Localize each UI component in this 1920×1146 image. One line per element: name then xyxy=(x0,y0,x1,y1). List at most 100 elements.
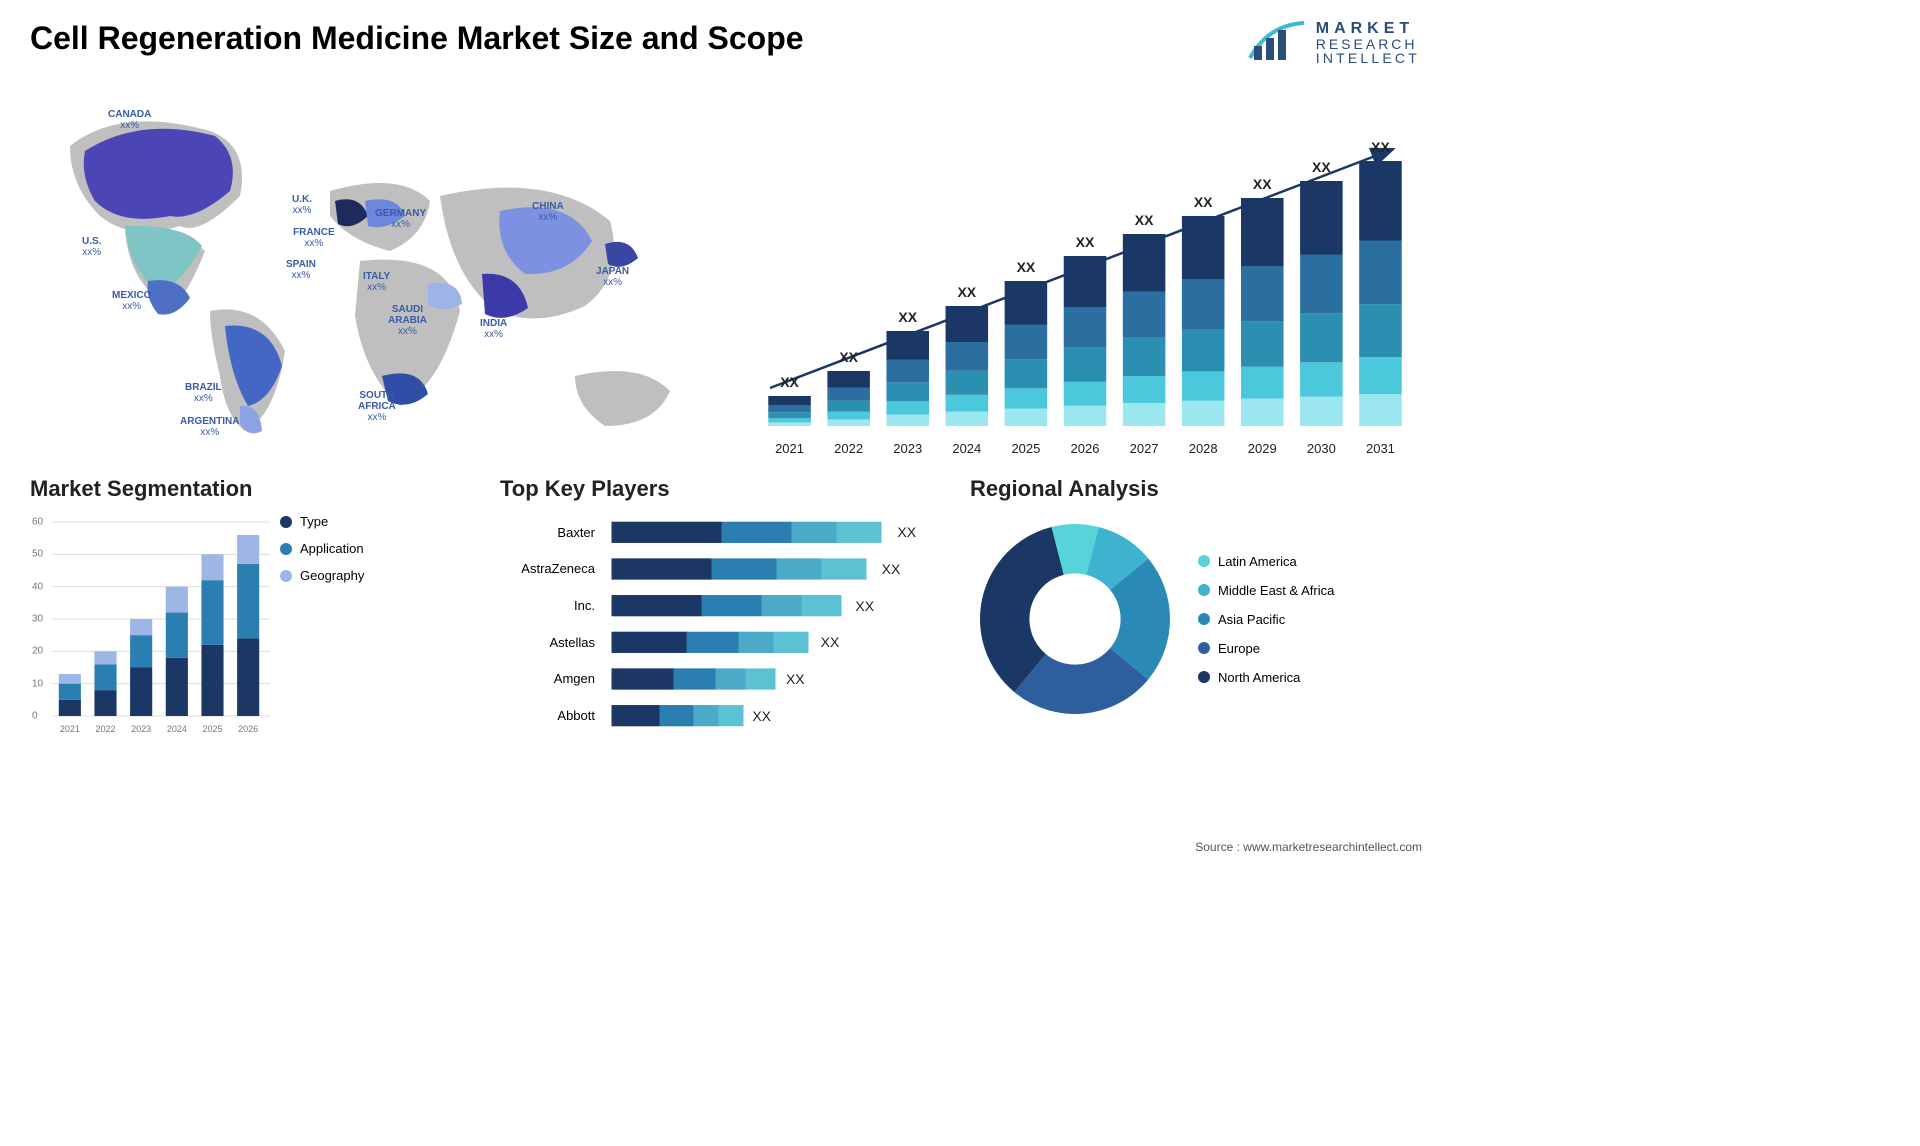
growth-year-2031: 2031 xyxy=(1366,441,1395,456)
segmentation-panel: Market Segmentation 0 10 20 30 40 50 60 2021 202… xyxy=(30,476,480,734)
legend-swatch xyxy=(1198,671,1210,683)
growth-value-2025: XX xyxy=(1017,259,1036,275)
growth-year-2028: 2028 xyxy=(1189,441,1218,456)
seg-year-2023: 2023 xyxy=(131,724,151,734)
legend-swatch xyxy=(1198,613,1210,625)
seg-ytick-50: 50 xyxy=(32,549,43,560)
growth-value-2029: XX xyxy=(1253,176,1272,192)
player-name-0: Baxter xyxy=(500,525,595,540)
map-label-italy: ITALYxx% xyxy=(363,271,390,293)
legend-label: Type xyxy=(300,514,328,529)
growth-chart: 2021XX2022XX2023XX2024XX2025XX2026XX2027… xyxy=(740,76,1420,456)
seg-legend-type: Type xyxy=(280,514,364,529)
player-value-2: XX xyxy=(855,598,874,614)
brand-logo: MARKET RESEARCH INTELLECT xyxy=(1248,20,1420,66)
player-name-2: Inc. xyxy=(500,598,595,613)
legend-swatch xyxy=(280,570,292,582)
legend-swatch xyxy=(280,543,292,555)
seg-year-2021: 2021 xyxy=(60,724,80,734)
growth-year-2021: 2021 xyxy=(775,441,804,456)
legend-swatch xyxy=(1198,584,1210,596)
regional-legend-asia-pacific: Asia Pacific xyxy=(1198,612,1334,627)
growth-value-2023: XX xyxy=(898,309,917,325)
players-panel: Top Key Players BaxterAstraZenecaInc.Ast… xyxy=(500,476,950,734)
player-name-4: Amgen xyxy=(500,671,595,686)
seg-legend-application: Application xyxy=(280,541,364,556)
seg-ytick-40: 40 xyxy=(32,581,43,592)
growth-year-2022: 2022 xyxy=(834,441,863,456)
regional-donut xyxy=(970,514,1180,724)
seg-legend-geography: Geography xyxy=(280,568,364,583)
segmentation-chart: 0 10 20 30 40 50 60 2021 2022 2023 2024 2025 2026 xyxy=(30,514,270,734)
growth-year-2024: 2024 xyxy=(952,441,981,456)
growth-year-2023: 2023 xyxy=(893,441,922,456)
regional-legend-middle-east---africa: Middle East & Africa xyxy=(1198,583,1334,598)
player-name-3: Astellas xyxy=(500,635,595,650)
map-label-mexico: MEXICOxx% xyxy=(112,290,151,312)
legend-label: North America xyxy=(1218,670,1300,685)
logo-line3: INTELLECT xyxy=(1316,51,1420,65)
regional-panel: Regional Analysis Latin America Middle Ea… xyxy=(970,476,1420,734)
segmentation-title: Market Segmentation xyxy=(30,476,480,502)
player-value-5: XX xyxy=(752,708,771,724)
player-name-5: Abbott xyxy=(500,708,595,723)
legend-swatch xyxy=(1198,555,1210,567)
legend-label: Geography xyxy=(300,568,364,583)
seg-ytick-0: 0 xyxy=(32,711,38,722)
growth-year-2026: 2026 xyxy=(1071,441,1100,456)
seg-ytick-10: 10 xyxy=(32,678,43,689)
seg-ytick-20: 20 xyxy=(32,646,43,657)
map-label-spain: SPAINxx% xyxy=(286,259,316,281)
seg-year-2025: 2025 xyxy=(202,724,222,734)
growth-year-2029: 2029 xyxy=(1248,441,1277,456)
map-label-southafrica: SOUTHAFRICAxx% xyxy=(358,390,396,423)
growth-year-2030: 2030 xyxy=(1307,441,1336,456)
map-label-saudiarabia: SAUDIARABIAxx% xyxy=(388,304,427,337)
regional-legend: Latin America Middle East & Africa Asia Pa… xyxy=(1198,554,1334,685)
growth-value-2022: XX xyxy=(839,349,858,365)
bottom-row: Market Segmentation 0 10 20 30 40 50 60 2021 202… xyxy=(30,476,1420,734)
player-value-4: XX xyxy=(786,671,805,687)
logo-line1: MARKET xyxy=(1316,21,1420,37)
player-value-1: XX xyxy=(882,561,901,577)
regional-legend-north-america: North America xyxy=(1198,670,1334,685)
player-value-0: XX xyxy=(897,524,916,540)
header: Cell Regeneration Medicine Market Size a… xyxy=(30,20,1420,66)
seg-year-2024: 2024 xyxy=(167,724,187,734)
regional-legend-latin-america: Latin America xyxy=(1198,554,1334,569)
legend-swatch xyxy=(280,516,292,528)
legend-swatch xyxy=(1198,642,1210,654)
player-value-3: XX xyxy=(821,634,840,650)
logo-text: MARKET RESEARCH INTELLECT xyxy=(1316,21,1420,65)
map-label-uk: U.K.xx% xyxy=(292,194,312,216)
growth-value-2027: XX xyxy=(1135,212,1154,228)
map-label-france: FRANCExx% xyxy=(293,227,335,249)
map-label-argentina: ARGENTINAxx% xyxy=(180,416,239,438)
top-row: CANADAxx%U.S.xx%MEXICOxx%BRAZILxx%ARGENT… xyxy=(30,76,1420,456)
players-title: Top Key Players xyxy=(500,476,950,502)
seg-ytick-30: 30 xyxy=(32,614,43,625)
map-label-germany: GERMANYxx% xyxy=(375,208,426,230)
seg-ytick-60: 60 xyxy=(32,517,43,528)
logo-line2: RESEARCH xyxy=(1316,37,1420,51)
seg-year-2022: 2022 xyxy=(95,724,115,734)
growth-year-2025: 2025 xyxy=(1011,441,1040,456)
seg-year-2026: 2026 xyxy=(238,724,258,734)
map-label-india: INDIAxx% xyxy=(480,318,507,340)
legend-label: Application xyxy=(300,541,364,556)
map-label-brazil: BRAZILxx% xyxy=(185,382,222,404)
source-text: Source : www.marketresearchintellect.com xyxy=(1195,840,1422,854)
growth-value-2028: XX xyxy=(1194,194,1213,210)
segmentation-legend: Type Application Geography xyxy=(280,514,364,734)
legend-label: Latin America xyxy=(1218,554,1297,569)
regional-legend-europe: Europe xyxy=(1198,641,1334,656)
growth-chart-svg xyxy=(740,76,1420,456)
growth-value-2026: XX xyxy=(1076,234,1095,250)
growth-value-2031: XX xyxy=(1371,139,1390,155)
regional-title: Regional Analysis xyxy=(970,476,1420,502)
map-label-canada: CANADAxx% xyxy=(108,109,151,131)
world-map: CANADAxx%U.S.xx%MEXICOxx%BRAZILxx%ARGENT… xyxy=(30,76,710,456)
players-chart: XX XX XX XX XX XX xyxy=(603,514,950,734)
map-label-japan: JAPANxx% xyxy=(596,266,629,288)
legend-label: Middle East & Africa xyxy=(1218,583,1334,598)
